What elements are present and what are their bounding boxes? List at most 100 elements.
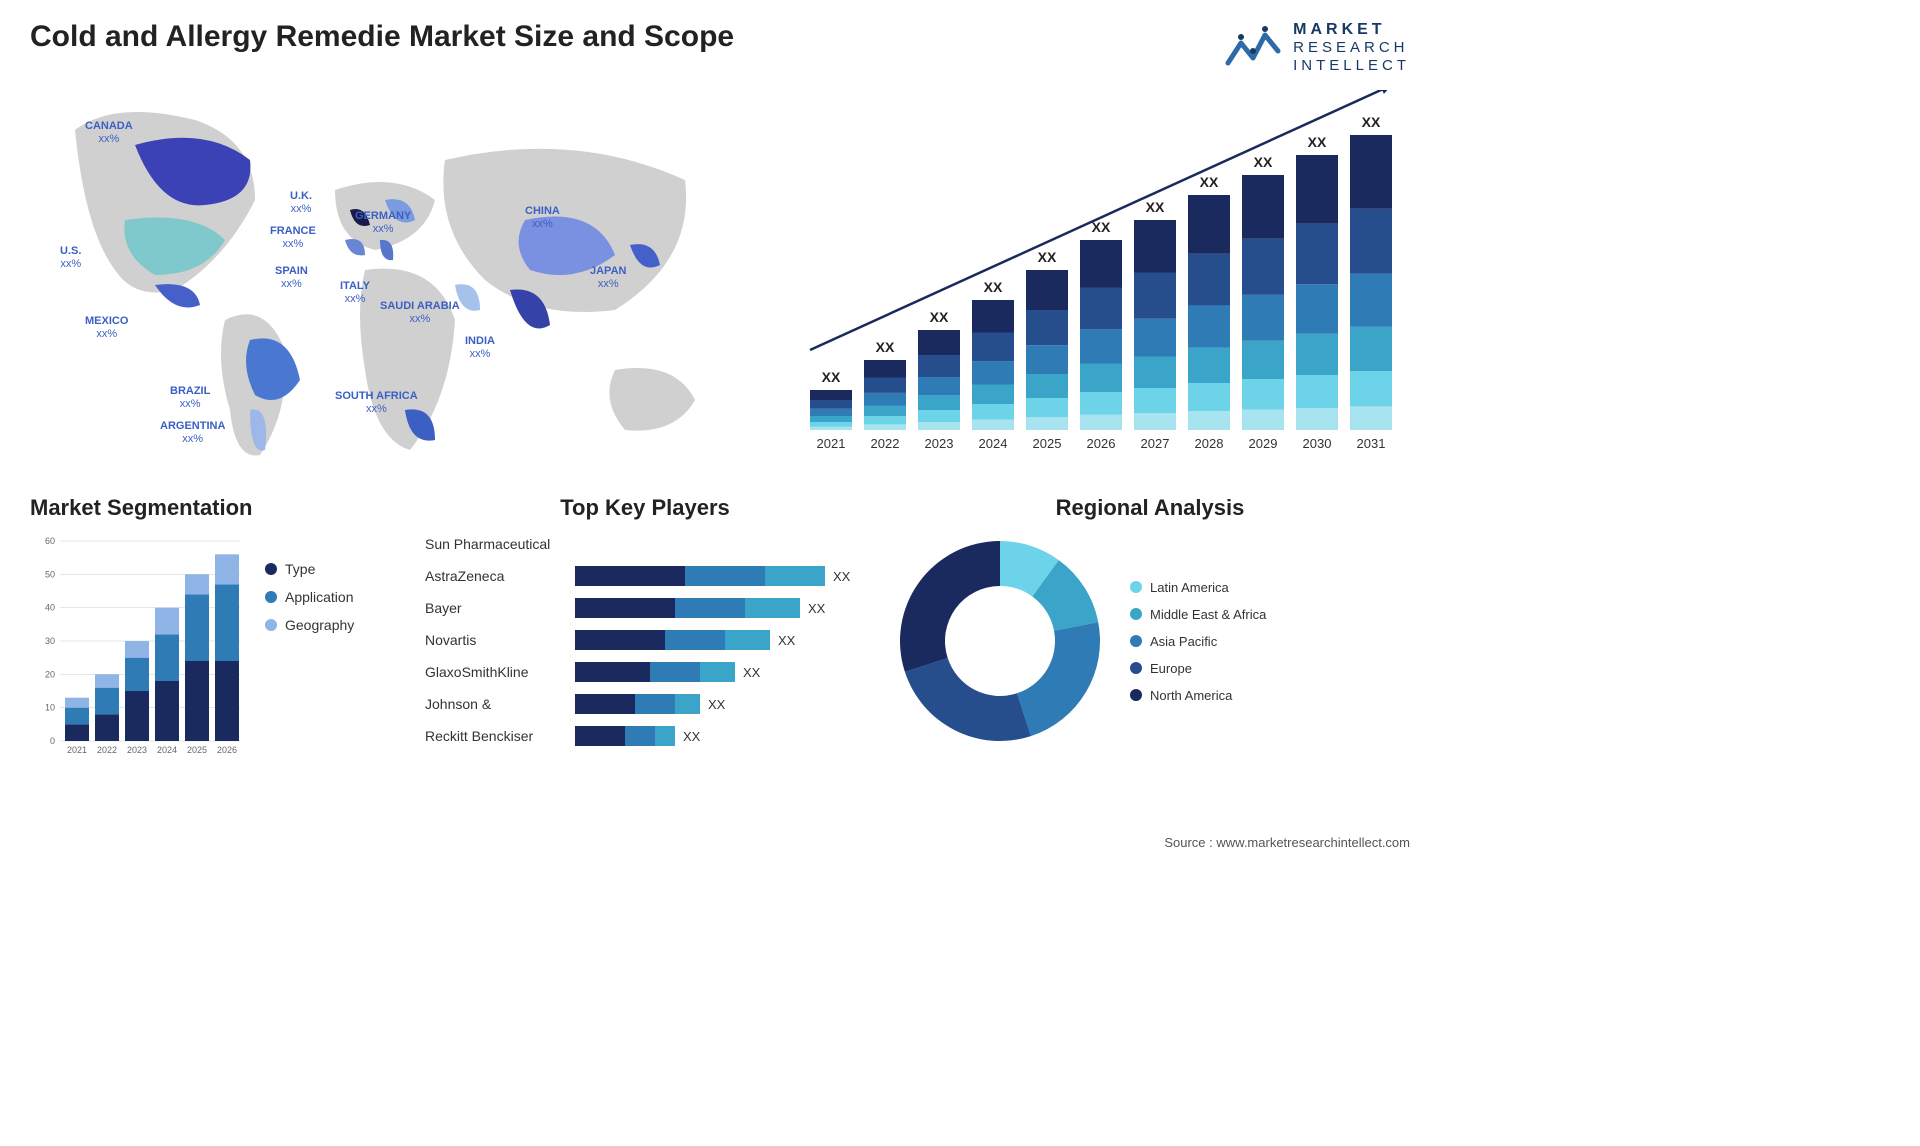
svg-text:XX: XX: [1362, 114, 1381, 130]
logo: MARKET RESEARCH INTELLECT: [1223, 20, 1410, 75]
svg-text:2024: 2024: [979, 436, 1008, 451]
legend-item: Latin America: [1130, 580, 1266, 595]
player-row: Reckitt Benckiser XX: [425, 723, 865, 749]
player-bar: XX: [575, 662, 865, 682]
map-label: SPAINxx%: [275, 265, 308, 291]
legend-item: Application: [265, 589, 354, 605]
segmentation-title: Market Segmentation: [30, 495, 400, 521]
player-name: Sun Pharmaceutical: [425, 536, 575, 552]
svg-text:60: 60: [45, 536, 55, 546]
main-bar-chart: XX2021XX2022XX2023XX2024XX2025XX2026XX20…: [790, 90, 1410, 470]
player-bar: XX: [575, 726, 865, 746]
svg-text:10: 10: [45, 703, 55, 713]
svg-text:XX: XX: [822, 369, 841, 385]
legend-item: Type: [265, 561, 354, 577]
svg-text:XX: XX: [876, 339, 895, 355]
player-row: Bayer XX: [425, 595, 865, 621]
svg-text:2026: 2026: [1087, 436, 1116, 451]
player-row: GlaxoSmithKline XX: [425, 659, 865, 685]
svg-text:XX: XX: [1146, 199, 1165, 215]
player-name: AstraZeneca: [425, 568, 575, 584]
player-value: XX: [683, 729, 700, 744]
player-value: XX: [808, 601, 825, 616]
map-label: SAUDI ARABIAxx%: [380, 300, 460, 326]
legend-item: Geography: [265, 617, 354, 633]
player-bar: [575, 534, 865, 554]
player-row: AstraZeneca XX: [425, 563, 865, 589]
player-value: XX: [708, 697, 725, 712]
svg-text:XX: XX: [984, 279, 1003, 295]
legend-item: Asia Pacific: [1130, 634, 1266, 649]
bottom-row: Market Segmentation 0 10 20 30 40 50 60 2021 202…: [30, 495, 1410, 761]
svg-text:XX: XX: [1200, 174, 1219, 190]
segmentation-chart: 0 10 20 30 40 50 60 2021 2022 2023 2024 2025 2026: [30, 531, 250, 761]
player-name: Novartis: [425, 632, 575, 648]
svg-text:2024: 2024: [157, 745, 177, 755]
map-label: SOUTH AFRICAxx%: [335, 390, 418, 416]
player-name: Bayer: [425, 600, 575, 616]
svg-text:20: 20: [45, 670, 55, 680]
logo-text: MARKET RESEARCH INTELLECT: [1293, 20, 1410, 75]
svg-text:XX: XX: [1038, 249, 1057, 265]
svg-text:40: 40: [45, 603, 55, 613]
player-row: Sun Pharmaceutical: [425, 531, 865, 557]
legend-item: Europe: [1130, 661, 1266, 676]
segmentation-legend: Type Application Geography: [265, 531, 354, 761]
player-value: XX: [778, 633, 795, 648]
svg-text:30: 30: [45, 636, 55, 646]
top-row: CANADAxx% U.S.xx% MEXICOxx% BRAZILxx% ARGENT…: [30, 90, 1410, 470]
map-label: U.S.xx%: [60, 245, 81, 271]
player-bar: XX: [575, 630, 865, 650]
map-label: ARGENTINAxx%: [160, 420, 225, 446]
map-label: CANADAxx%: [85, 120, 133, 146]
svg-text:XX: XX: [1254, 154, 1273, 170]
player-name: GlaxoSmithKline: [425, 664, 575, 680]
map-label: MEXICOxx%: [85, 315, 128, 341]
map-label: GERMANYxx%: [355, 210, 411, 236]
map-label: BRAZILxx%: [170, 385, 210, 411]
map-label: ITALYxx%: [340, 280, 370, 306]
logo-icon: [1223, 23, 1283, 73]
player-bar: XX: [575, 566, 865, 586]
header: Cold and Allergy Remedie Market Size and…: [30, 20, 1410, 75]
players-rows: Sun PharmaceuticalAstraZenecaXXBayerXXNo…: [425, 531, 865, 749]
map-label: JAPANxx%: [590, 265, 626, 291]
donut-chart: [890, 531, 1110, 751]
players-panel: Top Key Players Sun Pharmaceutical AstraZ…: [425, 495, 865, 761]
svg-text:2023: 2023: [127, 745, 147, 755]
player-bar: XX: [575, 694, 865, 714]
legend-item: North America: [1130, 688, 1266, 703]
page-title: Cold and Allergy Remedie Market Size and…: [30, 20, 734, 54]
legend-item: Middle East & Africa: [1130, 607, 1266, 622]
player-bar: XX: [575, 598, 865, 618]
regional-panel: Regional Analysis Latin America Middle Ea…: [890, 495, 1410, 761]
donut-legend: Latin America Middle East & Africa Asia Pa…: [1130, 580, 1266, 703]
map-label: FRANCExx%: [270, 225, 316, 251]
svg-text:2023: 2023: [925, 436, 954, 451]
world-map: CANADAxx% U.S.xx% MEXICOxx% BRAZILxx% ARGENT…: [30, 90, 760, 470]
svg-text:2021: 2021: [67, 745, 87, 755]
player-row: Novartis XX: [425, 627, 865, 653]
map-label: CHINAxx%: [525, 205, 560, 231]
svg-text:2022: 2022: [871, 436, 900, 451]
svg-text:0: 0: [50, 736, 55, 746]
player-value: XX: [833, 569, 850, 584]
svg-text:2030: 2030: [1303, 436, 1332, 451]
svg-text:50: 50: [45, 570, 55, 580]
player-name: Reckitt Benckiser: [425, 728, 575, 744]
player-value: XX: [743, 665, 760, 680]
svg-text:2022: 2022: [97, 745, 117, 755]
svg-text:2031: 2031: [1357, 436, 1386, 451]
svg-text:2025: 2025: [187, 745, 207, 755]
map-label: INDIAxx%: [465, 335, 495, 361]
regional-title: Regional Analysis: [890, 495, 1410, 521]
source-text: Source : www.marketresearchintellect.com: [1164, 835, 1410, 850]
svg-text:2026: 2026: [217, 745, 237, 755]
players-title: Top Key Players: [425, 495, 865, 521]
player-row: Johnson &XX: [425, 691, 865, 717]
svg-text:XX: XX: [930, 309, 949, 325]
svg-text:XX: XX: [1308, 134, 1327, 150]
svg-text:2021: 2021: [817, 436, 846, 451]
svg-text:2028: 2028: [1195, 436, 1224, 451]
svg-text:2027: 2027: [1141, 436, 1170, 451]
